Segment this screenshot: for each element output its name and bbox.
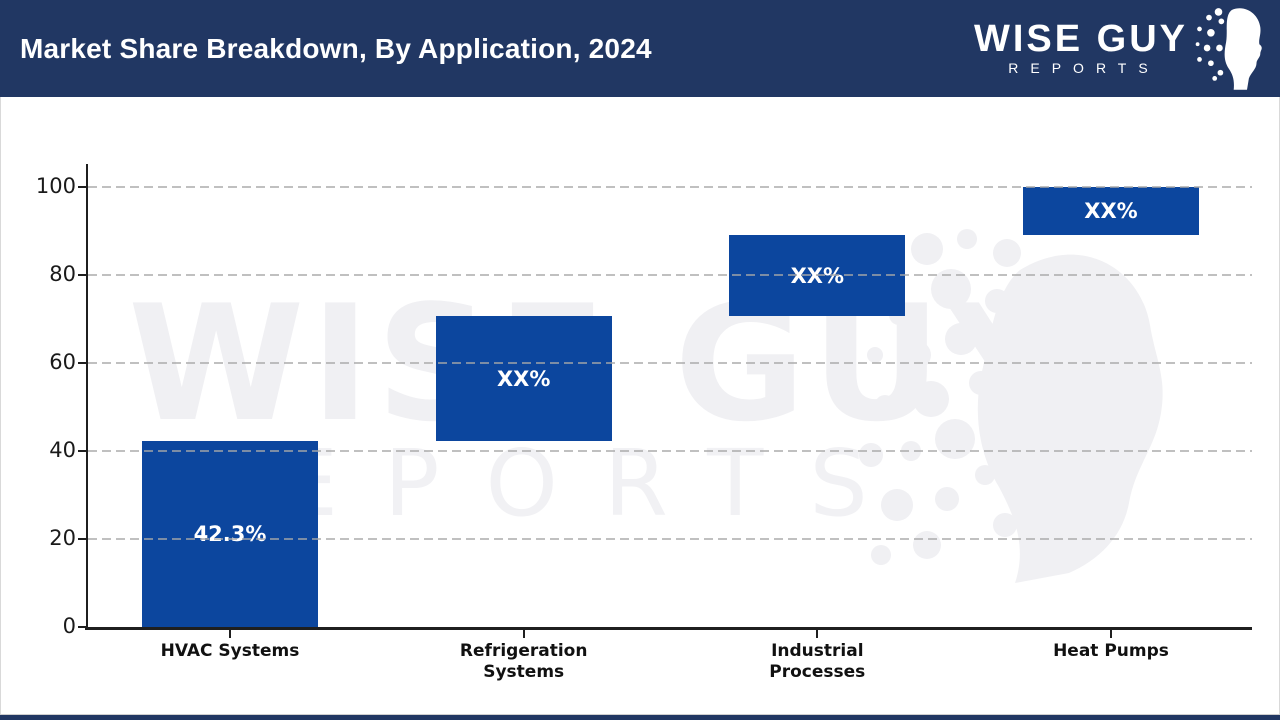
y-tick-mark-40 <box>78 450 87 453</box>
bar-value-label-heat-pumps: XX% <box>1084 198 1138 223</box>
x-category-label-hvac-systems: HVAC Systems <box>160 641 300 661</box>
x-tick-mark-industrial-processes <box>816 630 819 638</box>
bar-value-label-refrigeration-systems: XX% <box>496 366 551 391</box>
y-axis-line <box>86 164 88 628</box>
x-category-label-heat-pumps: Heat Pumps <box>1053 641 1169 661</box>
x-tick-mark-refrigeration-systems <box>522 630 525 638</box>
y-tick-mark-0 <box>78 626 87 629</box>
y-tick-label-60: 60 <box>49 350 76 375</box>
y-tick-mark-100 <box>78 186 87 188</box>
x-tick-mark-heat-pumps <box>1110 630 1112 638</box>
bar-value-label-hvac-systems: 42.3% <box>193 522 267 547</box>
brand-name: WISE GUY <box>973 17 1188 60</box>
y-tick-label-0: 0 <box>62 614 76 639</box>
gridline-y-20 <box>88 538 1252 541</box>
y-tick-mark-20 <box>78 538 87 541</box>
y-tick-label-80: 80 <box>49 262 76 287</box>
brand-face-icon <box>1195 8 1262 90</box>
footer-divider <box>0 714 1280 715</box>
gridline-y-100 <box>88 186 1252 188</box>
bar-refrigeration-systems: XX% <box>435 316 612 442</box>
gridline-y-60 <box>88 362 1252 365</box>
y-tick-mark-80 <box>78 274 87 277</box>
y-tick-label-40: 40 <box>49 438 76 463</box>
page-title: Market Share Breakdown, By Application, … <box>20 32 652 64</box>
x-category-label-industrial-processes: Industrial Processes <box>769 641 866 683</box>
header-bar: Market Share Breakdown, By Application, … <box>0 0 1280 97</box>
y-tick-label-20: 20 <box>49 526 76 551</box>
brand-logo: WISE GUY REPORTS <box>974 6 1266 90</box>
footer-bar <box>0 715 1280 720</box>
x-category-label-refrigeration-systems: Refrigeration Systems <box>459 641 588 683</box>
brand-subname: REPORTS <box>1008 60 1160 77</box>
x-tick-mark-hvac-systems <box>229 630 231 638</box>
y-tick-label-100: 100 <box>35 174 76 198</box>
bar-heat-pumps: XX% <box>1023 187 1199 235</box>
x-axis-line <box>85 627 1252 630</box>
gridline-y-40 <box>88 450 1252 453</box>
bar-hvac-systems: 42.3% <box>142 441 318 628</box>
brand-logo-text: WISE GUY REPORTS <box>973 17 1188 77</box>
watermark-face-icon <box>859 229 1163 583</box>
y-tick-mark-60 <box>78 362 87 365</box>
gridline-y-80 <box>88 274 1252 277</box>
